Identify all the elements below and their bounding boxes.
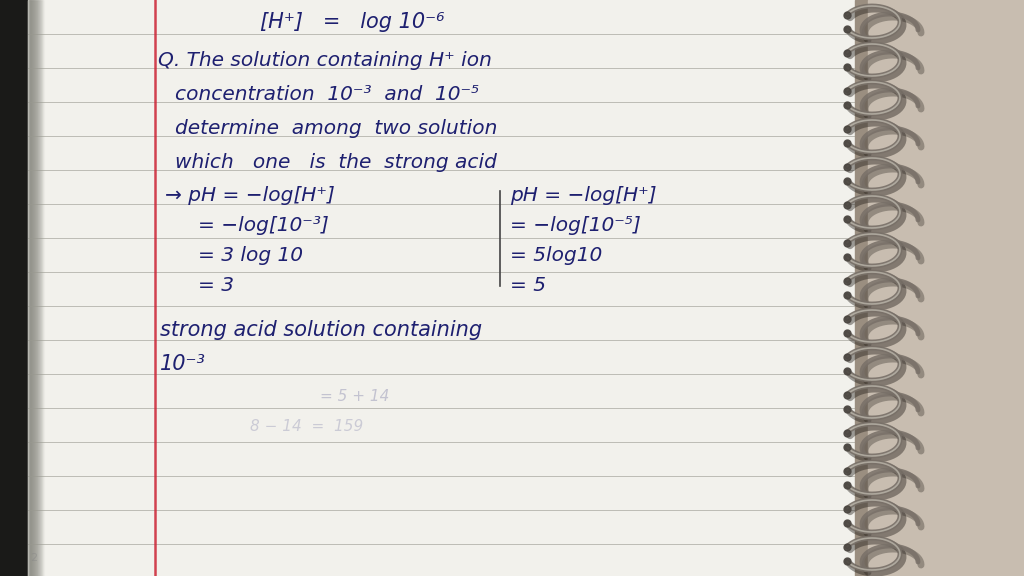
Bar [41,0,43,576]
Bar [31,0,33,576]
Bar [868,0,1024,576]
Bar [42,0,44,576]
Text: Q. The solution containing H⁺ ion: Q. The solution containing H⁺ ion [158,51,492,70]
Bar [36,0,38,576]
Text: pH = −log[H⁺]: pH = −log[H⁺] [510,186,656,205]
Bar [39,0,41,576]
Text: = 5log10: = 5log10 [510,246,602,265]
Bar [33,0,35,576]
Text: 2: 2 [30,553,37,563]
Text: = 3 log 10: = 3 log 10 [198,246,303,265]
Text: [H⁺]   =   log 10⁻⁶: [H⁺] = log 10⁻⁶ [260,12,444,32]
Text: = −log[10⁻³]: = −log[10⁻³] [198,216,329,235]
Bar [29,0,31,576]
Bar [35,0,37,576]
Bar [28,0,30,576]
Bar [32,0,34,576]
Text: = −log[10⁻⁵]: = −log[10⁻⁵] [510,216,641,235]
Text: 10⁻³: 10⁻³ [160,354,206,374]
Bar [38,0,40,576]
Text: = 5 + 14: = 5 + 14 [319,389,389,404]
Bar [34,0,36,576]
Text: which   one   is  the  strong acid: which one is the strong acid [175,153,497,172]
Bar [40,0,42,576]
Text: 8 − 14  =  159: 8 − 14 = 159 [250,419,364,434]
Text: → pH = −log[H⁺]: → pH = −log[H⁺] [165,186,335,205]
Bar [37,0,39,576]
Text: concentration  10⁻³  and  10⁻⁵: concentration 10⁻³ and 10⁻⁵ [175,85,479,104]
Bar [855,0,905,576]
Text: = 3: = 3 [198,276,234,295]
Text: strong acid solution containing: strong acid solution containing [160,320,482,340]
Bar [30,0,32,576]
Bar [28,0,868,576]
Text: = 5: = 5 [510,276,546,295]
Text: determine  among  two solution: determine among two solution [175,119,498,138]
